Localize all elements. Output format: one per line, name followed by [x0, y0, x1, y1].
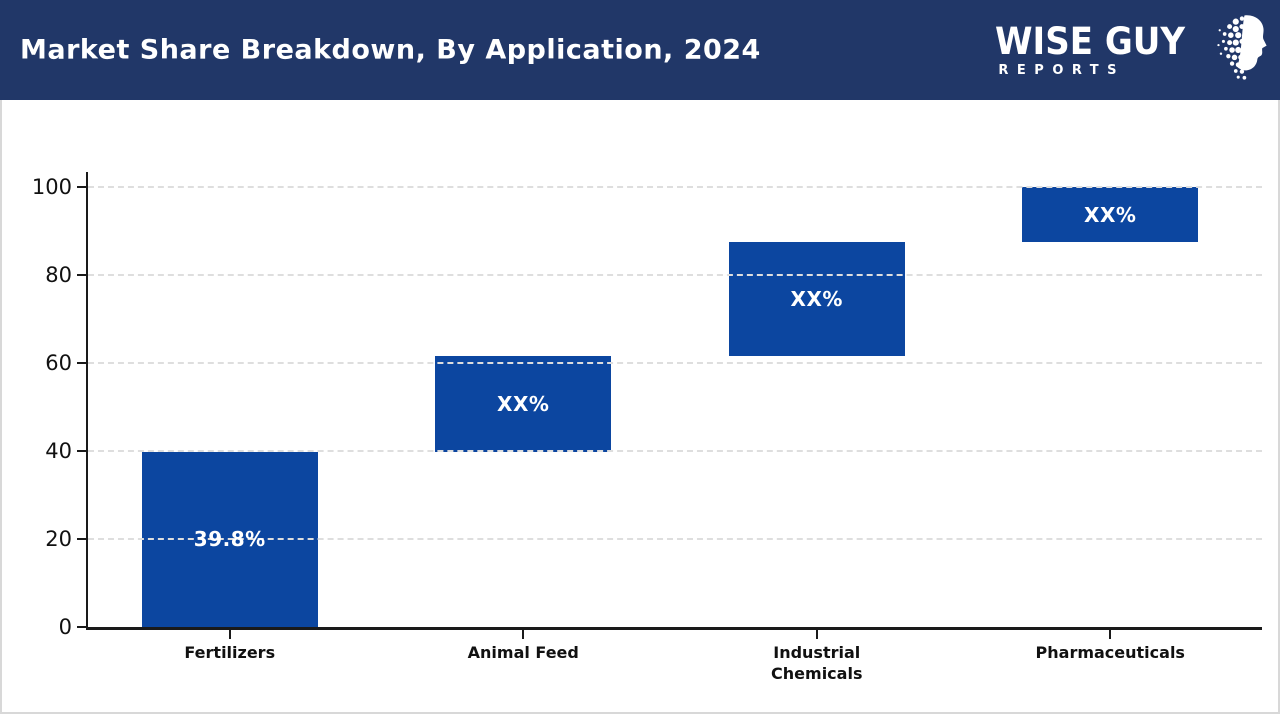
y-axis-line [86, 172, 88, 630]
x-tick-animal-feed [522, 630, 525, 639]
x-tick-industrial-chemicals [815, 630, 818, 639]
y-tick-20 [77, 538, 88, 540]
gridline-60 [88, 362, 1262, 364]
y-tick-40 [77, 450, 88, 452]
y-tick-60 [77, 362, 88, 364]
logo-wordmark-line1: WISE GUY [995, 20, 1186, 63]
x-tick-label-pharmaceuticals: Pharmaceuticals [1035, 643, 1185, 662]
y-tick-label-80: 80 [45, 263, 72, 287]
logo-wordmark: WISE GUY REPORTS [995, 23, 1202, 77]
logo-wordmark-line2: REPORTS [998, 63, 1126, 78]
bar-label-fertilizers: 39.8% [193, 527, 266, 552]
chart-plot-area: 0 20 40 60 80 100 39.8% Fertilizers XX% Animal Fe… [0, 100, 1280, 720]
gridline-20 [88, 538, 1262, 540]
bar-label-pharmaceuticals: XX% [1084, 202, 1137, 227]
x-tick-pharmaceuticals [1109, 630, 1112, 639]
y-tick-label-20: 20 [45, 527, 72, 551]
y-tick-label-0: 0 [58, 615, 72, 639]
header-bar: Market Share Breakdown, By Application, … [0, 0, 1280, 100]
x-tick-label-animal-feed: Animal Feed [467, 643, 579, 662]
y-tick-0 [77, 626, 88, 628]
bar-label-animal-feed: XX% [497, 392, 550, 417]
bar-animal-feed [435, 356, 612, 452]
chart-title: Market Share Breakdown, By Application, … [20, 34, 761, 66]
y-tick-label-100: 100 [31, 175, 72, 199]
y-tick-100 [77, 186, 88, 188]
gridline-100 [88, 186, 1262, 188]
wiseguy-logo: WISE GUY REPORTS [995, 6, 1268, 94]
bar-industrial-chemicals [728, 242, 905, 357]
y-tick-80 [77, 274, 88, 276]
x-tick-label-industrial-chemicals: Industrial Chemicals [771, 643, 863, 683]
x-axis-line [86, 627, 1262, 630]
y-tick-label-60: 60 [45, 351, 72, 375]
x-tick-label-fertilizers: Fertilizers [184, 643, 276, 662]
y-tick-label-40: 40 [45, 439, 72, 463]
x-tick-fertilizers [228, 630, 231, 639]
gridline-80 [88, 274, 1262, 276]
bar-label-industrial-chemicals: XX% [790, 287, 843, 312]
logo-face-icon [1206, 13, 1268, 87]
gridline-40 [88, 450, 1262, 452]
